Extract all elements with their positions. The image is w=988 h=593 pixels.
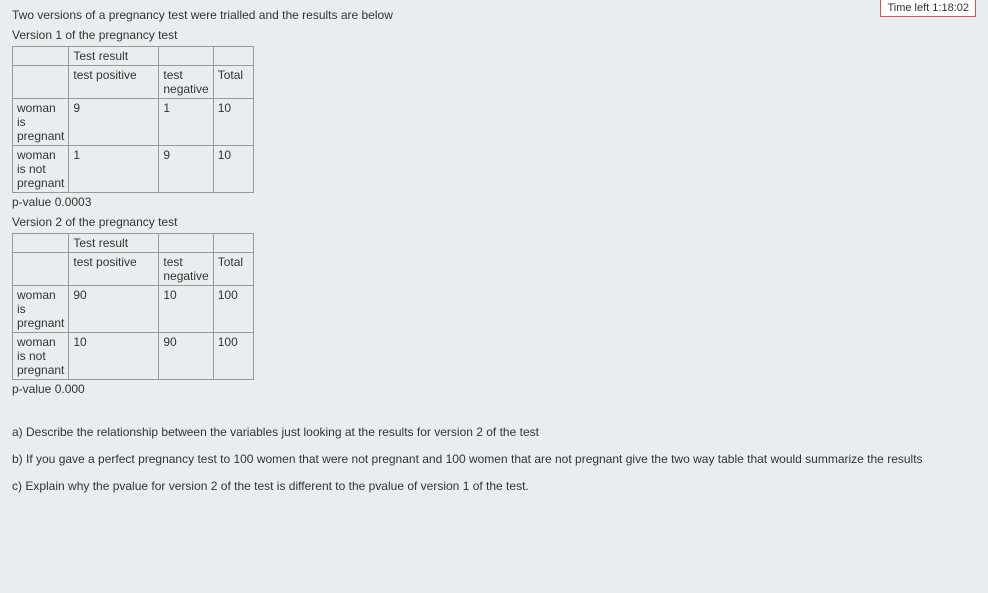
v1-blank-cell	[13, 66, 69, 99]
timer-box: Time left 1:18:02	[880, 0, 976, 17]
v2-row2-neg: 90	[159, 333, 213, 380]
v2-row1-total: 100	[213, 286, 253, 333]
v1-row2-pos: 1	[69, 146, 159, 193]
v2-header-negative: test negative	[159, 253, 213, 286]
question-c: c) Explain why the pvalue for version 2 …	[12, 478, 976, 495]
v1-header-positive: test positive	[69, 66, 159, 99]
version2-table: Test result test positive test negative …	[12, 233, 254, 380]
questions-block: a) Describe the relationship between the…	[12, 424, 976, 494]
v1-header-negative: test negative	[159, 66, 213, 99]
v1-blank-cell	[159, 47, 213, 66]
v2-header-result: Test result	[69, 234, 159, 253]
v1-blank-cell	[13, 47, 69, 66]
v1-header-total: Total	[213, 66, 253, 99]
version1-pvalue: p-value 0.0003	[12, 195, 976, 209]
version1-title: Version 1 of the pregnancy test	[12, 28, 976, 42]
v2-row2-pos: 10	[69, 333, 159, 380]
version1-table: Test result test positive test negative …	[12, 46, 254, 193]
v1-header-result: Test result	[69, 47, 159, 66]
v2-row1-neg: 10	[159, 286, 213, 333]
v1-row1-total: 10	[213, 99, 253, 146]
v1-blank-cell	[213, 47, 253, 66]
v2-row2-total: 100	[213, 333, 253, 380]
v2-blank-cell	[213, 234, 253, 253]
v1-row1-label: woman is pregnant	[13, 99, 69, 146]
v2-row1-pos: 90	[69, 286, 159, 333]
timer-text: Time left 1:18:02	[887, 2, 969, 14]
question-a: a) Describe the relationship between the…	[12, 424, 976, 441]
v2-header-total: Total	[213, 253, 253, 286]
v2-row2-label: woman is not pregnant	[13, 333, 69, 380]
intro-text: Two versions of a pregnancy test were tr…	[12, 8, 976, 22]
v2-header-positive: test positive	[69, 253, 159, 286]
v2-blank-cell	[159, 234, 213, 253]
v1-row2-label: woman is not pregnant	[13, 146, 69, 193]
v1-row1-neg: 1	[159, 99, 213, 146]
v1-row2-total: 10	[213, 146, 253, 193]
question-b: b) If you gave a perfect pregnancy test …	[12, 451, 976, 468]
v2-blank-cell	[13, 253, 69, 286]
version2-title: Version 2 of the pregnancy test	[12, 215, 976, 229]
v1-row1-pos: 9	[69, 99, 159, 146]
v2-blank-cell	[13, 234, 69, 253]
v2-row1-label: woman is pregnant	[13, 286, 69, 333]
version2-pvalue: p-value 0.000	[12, 382, 976, 396]
v1-row2-neg: 9	[159, 146, 213, 193]
